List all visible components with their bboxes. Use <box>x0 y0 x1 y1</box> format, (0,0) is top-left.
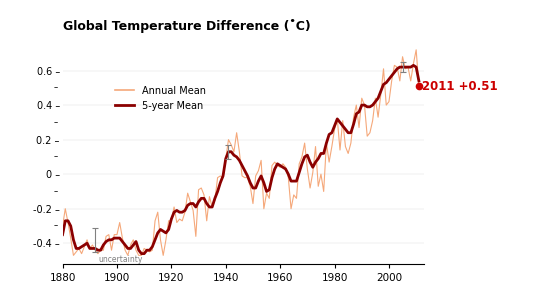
Text: Global Temperature Difference (˚C): Global Temperature Difference (˚C) <box>63 20 310 33</box>
Text: –: – <box>54 221 58 230</box>
Text: –: – <box>54 152 58 161</box>
Legend: Annual Mean, 5-year Mean: Annual Mean, 5-year Mean <box>111 82 210 115</box>
Text: uncertainty: uncertainty <box>98 255 143 264</box>
Text: 2011 +0.51: 2011 +0.51 <box>422 80 497 93</box>
Text: –: – <box>54 83 58 92</box>
Text: –: – <box>54 118 58 127</box>
Text: –: – <box>54 187 58 196</box>
